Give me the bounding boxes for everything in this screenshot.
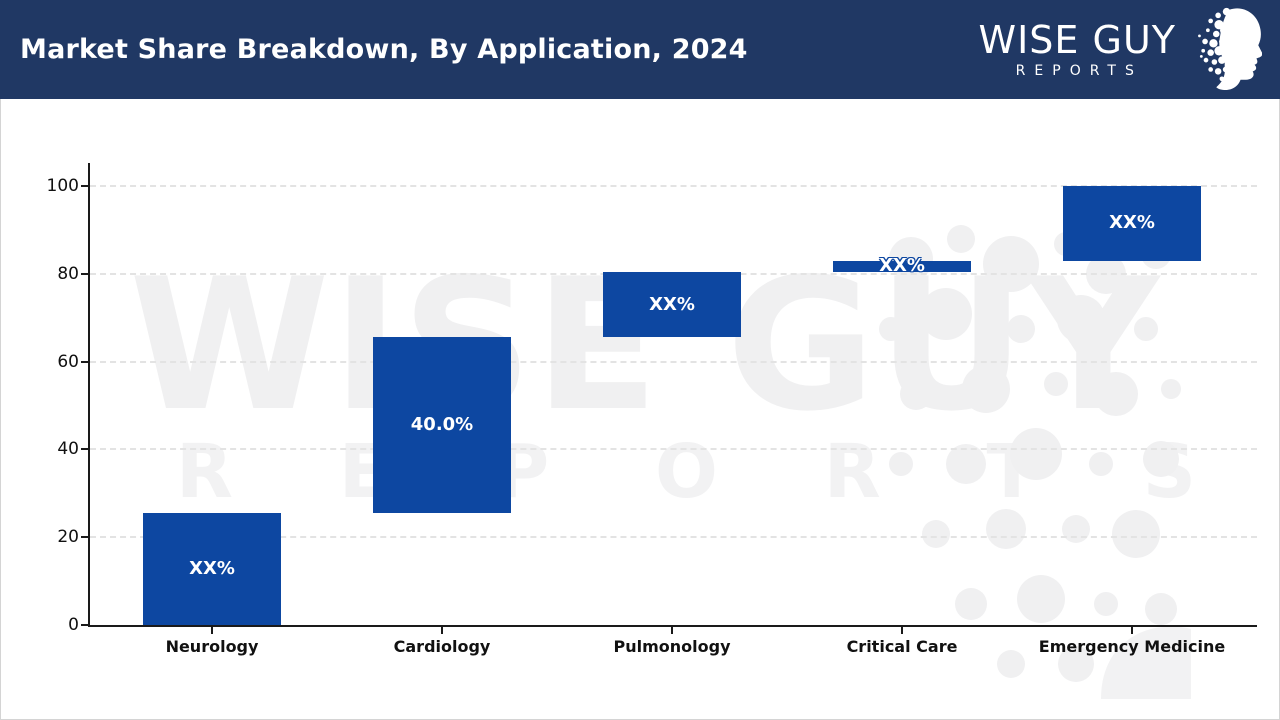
- bar-cardiology[interactable]: 40.0%: [373, 337, 511, 514]
- x-axis-tick: [671, 627, 673, 634]
- x-axis-label-pulmonology: Pulmonology: [613, 637, 731, 656]
- x-axis-label-neurology: Neurology: [165, 637, 259, 656]
- y-axis-tick-label: 80: [57, 263, 79, 284]
- x-axis-line: [88, 625, 1257, 627]
- y-axis-tick: [81, 272, 88, 275]
- bar-critical-care[interactable]: XX%: [833, 255, 971, 276]
- y-axis-tick-label: 0: [68, 615, 79, 635]
- bar-value-label: XX%: [189, 558, 235, 580]
- y-axis-tick: [81, 536, 88, 539]
- y-axis-tick-label: 100: [46, 176, 79, 196]
- y-axis-tick: [81, 185, 88, 187]
- bar-neurology[interactable]: XX%: [143, 513, 281, 625]
- chart-panel: WISE GUY R E P O R T S XX% 40.0% XX% XX%: [0, 99, 1280, 720]
- bar-value-label: 40.0%: [410, 414, 474, 436]
- bar-value-label: XX%: [649, 293, 695, 315]
- y-axis-line: [88, 163, 90, 627]
- brand-logo-text: WISE GUY REPORTS: [979, 21, 1176, 78]
- x-axis-tick: [211, 627, 213, 634]
- bar-pulmonology[interactable]: XX%: [603, 271, 741, 338]
- x-axis-label-critical-care: Critical Care: [846, 637, 958, 656]
- y-axis-tick-label: 40: [57, 439, 79, 460]
- x-axis-tick: [901, 627, 903, 634]
- brand-subtitle: REPORTS: [1015, 63, 1143, 79]
- page-title: Market Share Breakdown, By Application, …: [20, 34, 748, 65]
- y-axis-tick-label: 60: [57, 351, 79, 372]
- x-axis-label-emergency-medicine: Emergency Medicine: [1038, 637, 1226, 656]
- header-bar: Market Share Breakdown, By Application, …: [0, 0, 1280, 99]
- watermark-subtitle-text: R E P O R T S: [176, 429, 1237, 515]
- y-axis-tick: [81, 360, 88, 363]
- x-axis-tick: [441, 627, 443, 634]
- gridline: [90, 185, 1257, 187]
- brand-name: WISE GUY: [978, 18, 1176, 62]
- gridline: [90, 448, 1257, 451]
- brand-logo: WISE GUY REPORTS: [979, 5, 1263, 95]
- gridline: [90, 536, 1257, 539]
- bar-emergency-medicine[interactable]: XX%: [1063, 186, 1201, 261]
- bar-value-label: XX%: [879, 255, 925, 277]
- gridline: [90, 360, 1257, 363]
- brand-face-icon: [1178, 5, 1263, 95]
- bar-value-label: XX%: [1109, 212, 1155, 234]
- x-axis-tick: [1131, 627, 1133, 634]
- x-axis-label-cardiology: Cardiology: [393, 637, 491, 656]
- y-axis-tick: [81, 448, 88, 451]
- y-axis-tick-label: 20: [57, 527, 79, 548]
- y-axis-tick: [81, 624, 88, 626]
